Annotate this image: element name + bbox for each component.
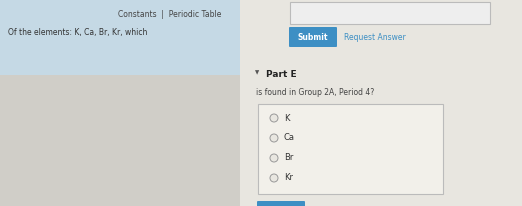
Circle shape [270,174,278,182]
Circle shape [270,134,278,142]
FancyBboxPatch shape [0,0,240,75]
FancyBboxPatch shape [257,201,305,206]
FancyBboxPatch shape [258,104,443,194]
Text: is found in Group 2A, Period 4?: is found in Group 2A, Period 4? [256,88,374,97]
FancyBboxPatch shape [289,27,337,47]
Text: Submit: Submit [298,33,328,41]
Text: Constants  |  Periodic Table: Constants | Periodic Table [118,10,222,19]
Circle shape [270,114,278,122]
Text: Part E: Part E [266,70,296,79]
Text: Of the elements: K, Ca, Br, Kr, which: Of the elements: K, Ca, Br, Kr, which [8,28,147,37]
Text: ▼: ▼ [255,70,259,75]
FancyBboxPatch shape [290,2,490,24]
Circle shape [270,154,278,162]
Text: Request Answer: Request Answer [344,33,406,41]
Text: Br: Br [284,153,293,163]
FancyBboxPatch shape [240,0,522,206]
Text: K: K [284,114,290,123]
Text: Kr: Kr [284,173,293,183]
Text: Ca: Ca [284,133,295,143]
